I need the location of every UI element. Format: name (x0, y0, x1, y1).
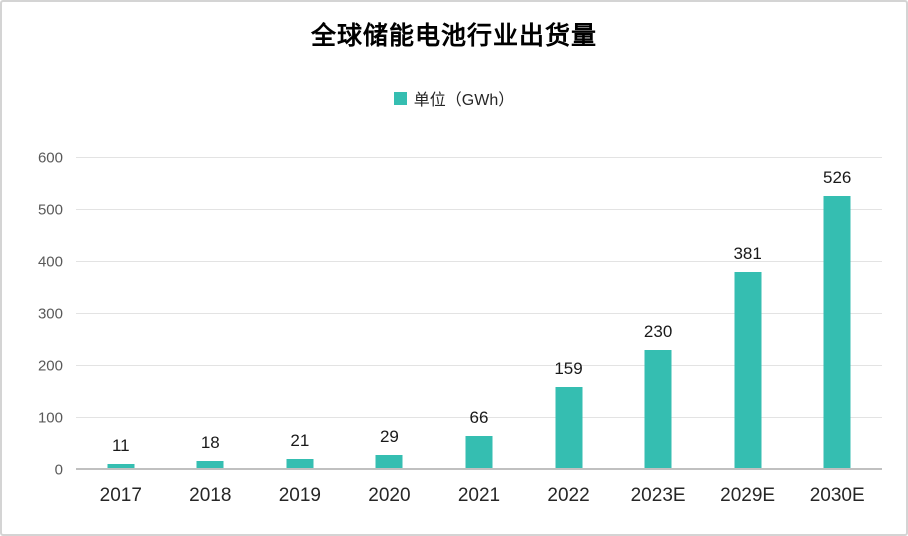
legend: 单位（GWh） (2, 86, 906, 110)
bar-column: 66 2021 (434, 158, 524, 505)
bar-value-label: 11 (111, 436, 130, 456)
bar (555, 387, 583, 470)
bars-layer: 11 2017 18 2018 21 2019 29 2020 66 2021 159 2022 230… (76, 158, 882, 505)
bar-value-label: 526 (823, 168, 852, 188)
y-tick-label: 300 (37, 305, 63, 323)
bar-value-label: 21 (290, 431, 310, 451)
bar-value-label: 381 (733, 243, 762, 263)
x-tick-label: 2018 (189, 485, 232, 506)
bar-column: 230 2023E (613, 158, 703, 505)
bar (734, 271, 762, 470)
x-tick-label: 2020 (368, 485, 411, 506)
bar-value-label: 230 (643, 322, 673, 342)
x-tick-label: 2021 (457, 485, 501, 506)
chart-title: 全球储能电池行业出货量 (310, 22, 597, 50)
bar-value-label: 159 (554, 359, 583, 379)
bar-value-label: 66 (469, 407, 489, 427)
plot-area: 0 100 200 300 400 500 600 11 2017 18 2018 21 2019 29… (38, 151, 882, 505)
bar-column: 18 2018 (166, 158, 256, 505)
bar-value-label: 18 (200, 432, 220, 452)
x-tick-label: 2019 (278, 485, 322, 506)
bar-column: 159 2022 (524, 158, 614, 505)
bar-column: 29 2020 (345, 158, 435, 505)
legend-swatch-icon (393, 91, 407, 105)
gridline (76, 209, 882, 210)
bar-column: 21 2019 (255, 158, 345, 505)
legend-label: 单位（GWh） (413, 92, 515, 109)
bar-column: 11 2017 (76, 158, 166, 505)
bar (196, 460, 224, 470)
bar (286, 459, 314, 470)
bar (375, 454, 403, 470)
y-tick-label: 0 (54, 461, 63, 479)
gridline (76, 261, 882, 262)
y-tick-label: 200 (37, 357, 63, 375)
bar (465, 435, 493, 470)
bar (644, 350, 672, 470)
x-axis-line (76, 468, 882, 470)
gridline (76, 417, 882, 418)
x-tick-label: 2030E (809, 485, 865, 506)
y-tick-label: 100 (37, 409, 63, 427)
bar (107, 464, 135, 470)
y-tick-label: 600 (37, 149, 63, 167)
bar-column: 381 2029E (703, 158, 793, 505)
bar-column: 526 2030E (792, 158, 882, 505)
y-tick-label: 400 (37, 253, 63, 271)
x-tick-label: 2017 (99, 485, 142, 506)
bar (823, 196, 851, 470)
bar-value-label: 29 (379, 426, 399, 446)
x-tick-label: 2022 (547, 485, 590, 506)
gridline (76, 157, 882, 158)
gridline (76, 365, 882, 366)
y-tick-label: 500 (37, 201, 63, 219)
x-tick-label: 2023E (630, 485, 686, 506)
x-tick-label: 2029E (720, 485, 776, 506)
gridline (76, 313, 882, 314)
